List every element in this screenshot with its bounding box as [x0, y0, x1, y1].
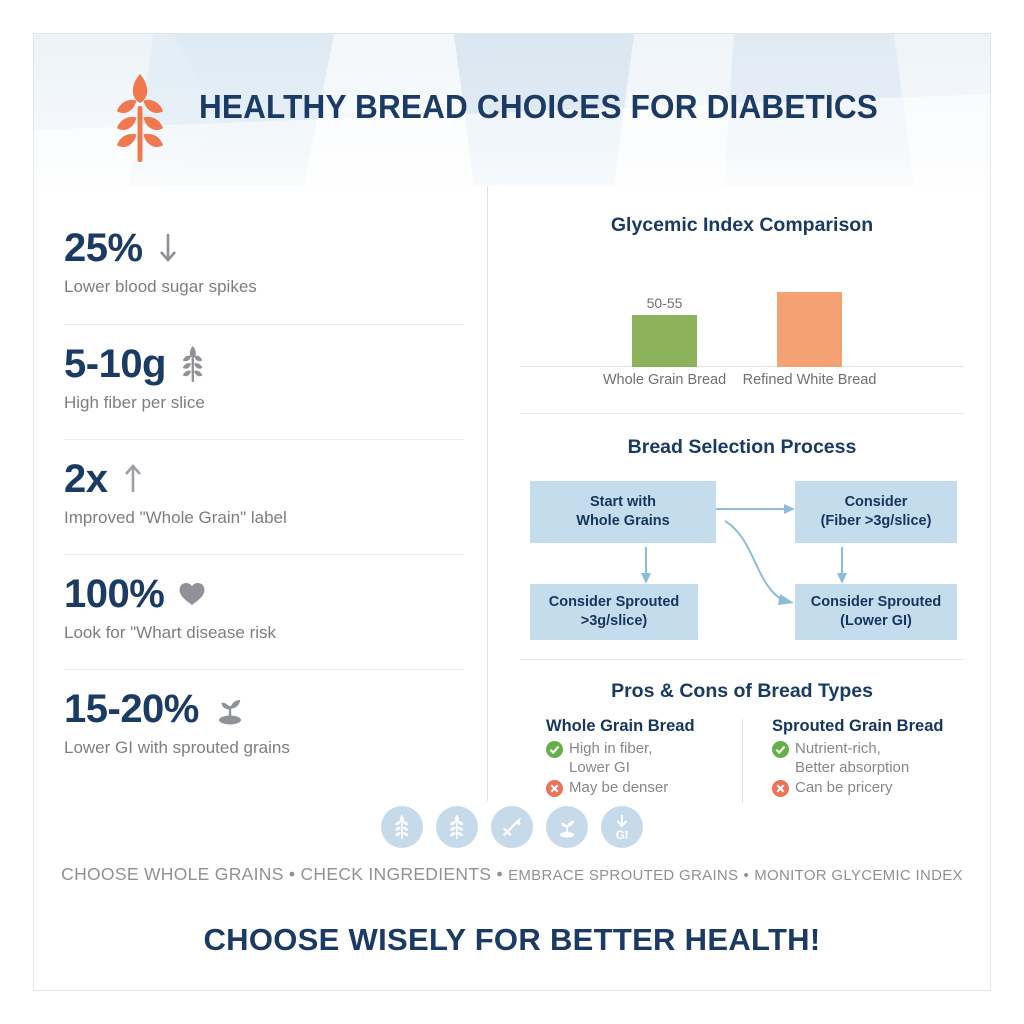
column-divider [487, 186, 488, 801]
page-title: HEALTHY BREAD CHOICES FOR DIABETICS [199, 89, 878, 126]
section-divider [520, 413, 964, 414]
flow-box-line2: (Fiber >3g/slice) [820, 513, 932, 529]
check-icon [772, 741, 789, 758]
flow-box-line2: >3g/slice) [580, 613, 648, 629]
stat-value: 2x [64, 457, 108, 501]
tagline-part-1: CHOOSE WHOLE GRAINS [61, 864, 284, 884]
tagline-separator: • [496, 864, 503, 884]
bar-category-label: Whole Grain Bread [602, 372, 727, 388]
pro-item: High in fiber, Lower GI [546, 739, 742, 777]
bread-selection-flowchart: Bread Selection Process [512, 414, 972, 660]
footer-icon-gi-down: GI [601, 806, 643, 848]
flow-box-line1: Consider Sprouted [548, 594, 680, 610]
infographic-card: HEALTHY BREAD CHOICES FOR DIABETICS 25% … [33, 33, 991, 991]
pros-cons-columns: Whole Grain Bread High in fiber, Lower G… [512, 717, 972, 803]
bar-whole-grain[interactable] [632, 315, 697, 367]
header-band [34, 34, 990, 186]
pros-cons-heading: Sprouted Grain Bread [772, 717, 944, 735]
pros-cons-column-sprouted-grain: Sprouted Grain Bread Nutrient-rich, Bett… [742, 717, 972, 797]
header-fade [34, 146, 990, 186]
stat-item: 100% Look for "Whart disease risk [64, 554, 464, 669]
pros-cons-column-whole-grain: Whole Grain Bread High in fiber, Lower G… [512, 717, 742, 797]
flow-box-sprouted-right[interactable]: Consider Sprouted (Lower GI) [795, 584, 957, 640]
chart-plot-area: 50-55 Whole Grain Bread Refined White Br… [512, 261, 972, 389]
flow-box-line2: (Lower GI) [840, 613, 912, 629]
sprout-icon [213, 690, 247, 728]
pros-cons-panel: Pros & Cons of Bread Types Whole Grain B… [512, 660, 972, 803]
flow-box-line1: Start with [589, 494, 657, 510]
arrow-up-icon [122, 460, 156, 498]
tagline-separator: • [288, 864, 296, 884]
stats-list: 25% Lower blood sugar spikes 5-10g [64, 209, 464, 784]
stat-item: 5-10g High fiber per slice [64, 324, 464, 439]
stat-label: High fiber per slice [64, 393, 205, 412]
con-item: May be denser [546, 778, 742, 797]
flow-box-line2: Whole Grains [576, 513, 670, 529]
glycemic-index-chart: Glycemic Index Comparison 50-55 Whole Gr… [512, 186, 972, 414]
footer-icon-sprout [546, 806, 588, 848]
tagline-separator: • [743, 867, 750, 884]
footer-icon-wheat-2 [436, 806, 478, 848]
flow-box-fiber[interactable]: Consider (Fiber >3g/slice) [795, 481, 957, 543]
flow-box-line1: Consider [844, 494, 908, 510]
con-line1: Can be pricery [795, 779, 893, 796]
gi-label: GI [616, 830, 628, 842]
footer-icon-wheat-1 [381, 806, 423, 848]
footer-headline: CHOOSE WISELY FOR BETTER HEALTH! [203, 922, 821, 957]
pros-cons-heading: Whole Grain Bread [546, 717, 695, 735]
pro-line2: Better absorption [795, 759, 910, 776]
tagline-part-2: CHECK INGREDIENTS [300, 864, 492, 884]
flowchart-area: Start with Whole Grains Consider (Fiber … [512, 477, 972, 647]
footer-icon-crossed-wheat [491, 806, 533, 848]
stat-value: 5-10g [64, 342, 167, 386]
pro-item: Nutrient-rich, Better absorption [772, 739, 972, 777]
footer-icon-row: GI [34, 806, 990, 848]
bar-group-whole-grain: 50-55 Whole Grain Bread [603, 295, 726, 388]
flow-box-line1: Consider Sprouted [810, 594, 942, 610]
bar-group-refined-white: Refined White Bread [743, 288, 876, 388]
tagline-part-3: EMBRACE SPROUTED GRAINS [508, 867, 739, 884]
bar-category-label: Refined White Bread [742, 372, 877, 388]
heart-icon [178, 575, 212, 613]
footer-tagline: CHOOSE WHOLE GRAINS • CHECK INGREDIENTS … [34, 864, 990, 885]
stat-label: Lower blood sugar spikes [64, 277, 257, 296]
chart-title: Glycemic Index Comparison [610, 214, 874, 236]
stat-value: 15-20% [64, 687, 199, 731]
pros-cons-title: Pros & Cons of Bread Types [611, 680, 873, 702]
stat-label: Lower GI with sprouted grains [64, 738, 290, 757]
pro-line1: High in fiber, [569, 740, 653, 757]
pro-line1: Nutrient-rich, [795, 740, 881, 757]
section-divider [520, 659, 964, 660]
flow-box-start[interactable]: Start with Whole Grains [530, 481, 716, 543]
cross-icon [772, 780, 789, 797]
check-icon [546, 741, 563, 758]
stat-label: Look for "Whart disease risk [64, 623, 277, 642]
pros-cons-divider [742, 719, 743, 803]
wheat-icon [116, 74, 164, 162]
tagline-part-4: MONITOR GLYCEMIC INDEX [754, 867, 963, 884]
stat-label: Improved "Whole Grain" label [64, 508, 287, 527]
wheat-icon [180, 345, 214, 383]
bar-refined-white[interactable] [777, 292, 842, 367]
stat-value: 25% [64, 226, 143, 270]
con-item: Can be pricery [772, 778, 972, 797]
stat-item: 25% Lower blood sugar spikes [64, 209, 464, 324]
stat-value: 100% [64, 572, 165, 616]
pro-line2: Lower GI [569, 759, 630, 776]
flowchart-arrows [641, 504, 847, 605]
stat-item: 15-20% Lower GI with sprouted grains [64, 669, 464, 784]
flowchart-title: Bread Selection Process [627, 436, 857, 458]
cross-icon [546, 780, 563, 797]
chart-axis-line [520, 366, 964, 367]
bar-data-label: 50-55 [646, 295, 683, 311]
flow-box-sprouted-left[interactable]: Consider Sprouted >3g/slice) [530, 584, 698, 640]
con-line1: May be denser [569, 779, 669, 796]
right-column: Glycemic Index Comparison 50-55 Whole Gr… [512, 186, 972, 803]
arrow-down-icon [157, 229, 191, 267]
stat-item: 2x Improved "Whole Grain" label [64, 439, 464, 554]
